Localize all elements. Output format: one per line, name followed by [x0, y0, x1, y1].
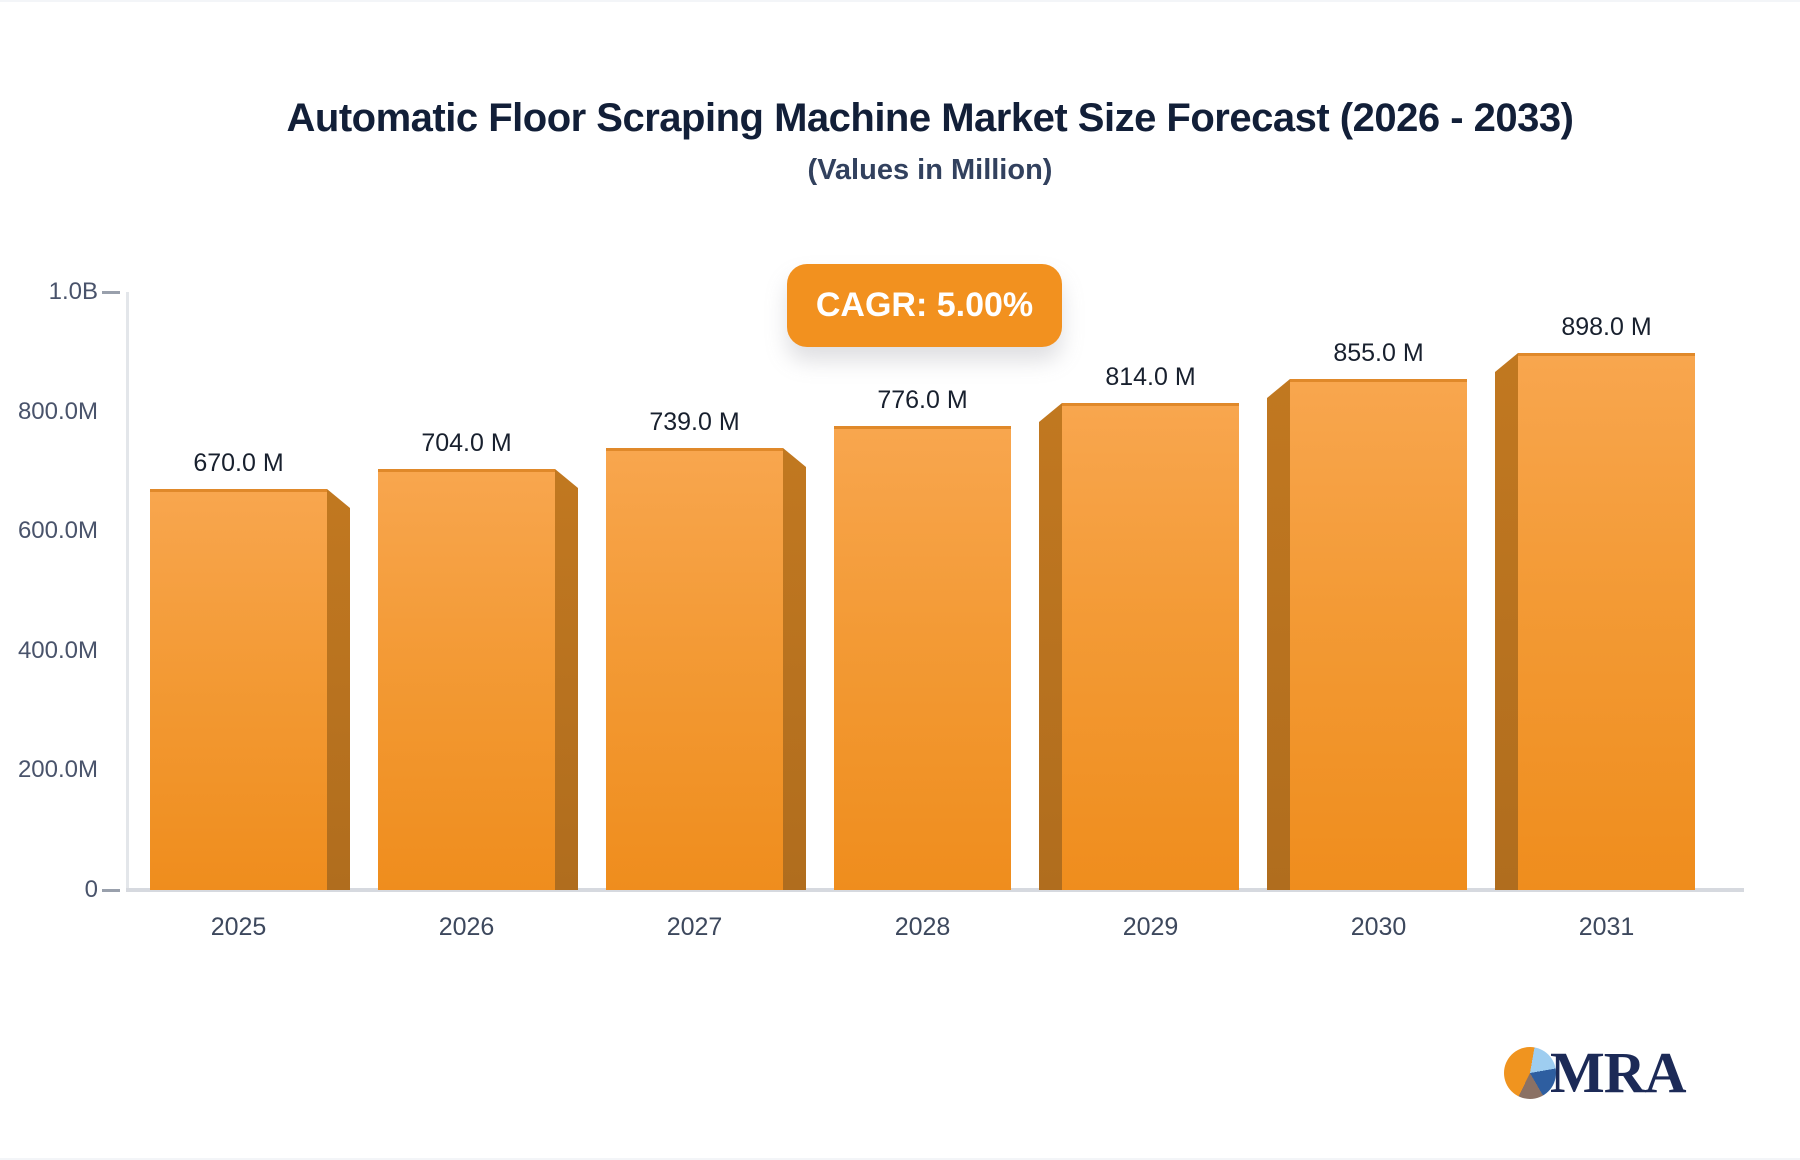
y-axis-line [126, 292, 129, 890]
bar-value-label: 898.0 M [1561, 313, 1652, 341]
x-axis-label: 2030 [1350, 913, 1407, 941]
y-axis-tick [102, 291, 120, 294]
bar-value-label: 704.0 M [421, 429, 512, 457]
chart-subtitle: (Values in Million) [807, 154, 1053, 186]
bar-value-label: 814.0 M [1105, 363, 1196, 391]
y-axis-label: 800.0M [17, 397, 98, 425]
bar-value-label: 739.0 M [649, 408, 740, 436]
bar-side [783, 448, 806, 890]
logo-text: MRA [1550, 1040, 1687, 1105]
bar-side [327, 489, 350, 890]
y-axis-label: 0 [84, 876, 98, 903]
bar [150, 489, 327, 890]
bar [606, 448, 783, 890]
bar-side [1495, 353, 1518, 890]
bar [834, 426, 1011, 890]
cagr-badge: CAGR: 5.00% [787, 264, 1062, 347]
y-axis-tick [102, 889, 120, 892]
bar [1290, 379, 1467, 890]
x-axis-label: 2028 [894, 913, 951, 941]
bar [1518, 353, 1695, 890]
x-axis-label: 2025 [210, 913, 267, 941]
brand-logo: MRA [1504, 1040, 1687, 1105]
bar [378, 469, 555, 890]
y-axis-label: 1.0B [48, 278, 98, 305]
bar-side [555, 469, 578, 890]
bar [1062, 403, 1239, 890]
chart-title: Automatic Floor Scraping Machine Market … [286, 96, 1574, 140]
bar-value-label: 855.0 M [1333, 339, 1424, 367]
x-axis-label: 2029 [1122, 913, 1179, 941]
y-axis-label: 600.0M [17, 517, 98, 545]
y-axis-label: 200.0M [17, 756, 98, 784]
bar-value-label: 776.0 M [877, 386, 968, 414]
y-axis-label: 400.0M [17, 636, 98, 664]
bar-side [1267, 379, 1290, 890]
bar-side [1039, 403, 1062, 890]
pie-chart-logo-icon [1504, 1047, 1556, 1099]
x-axis-line [126, 888, 1744, 892]
x-axis-label: 2031 [1578, 913, 1635, 941]
x-axis-label: 2026 [438, 913, 495, 941]
bar-value-label: 670.0 M [193, 449, 284, 477]
x-axis-label: 2027 [666, 913, 723, 941]
